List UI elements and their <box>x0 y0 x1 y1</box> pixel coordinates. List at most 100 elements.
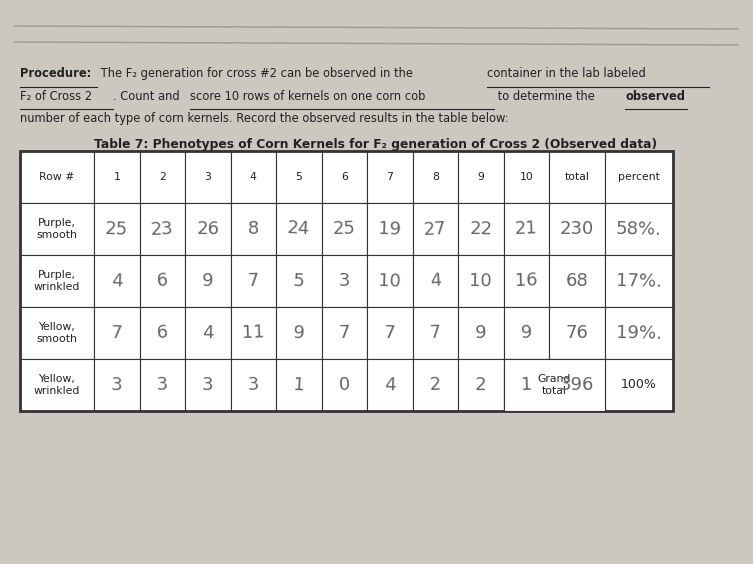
Text: 7: 7 <box>386 172 393 182</box>
Bar <box>139 203 185 255</box>
Text: 5: 5 <box>295 172 302 182</box>
Bar <box>367 307 413 359</box>
Bar <box>20 359 94 411</box>
Text: 4: 4 <box>111 272 123 290</box>
Text: 3: 3 <box>111 376 123 394</box>
Bar <box>549 359 605 411</box>
Text: 100%: 100% <box>621 378 657 391</box>
Bar <box>367 255 413 307</box>
Text: 6: 6 <box>156 324 169 342</box>
Bar <box>20 151 673 411</box>
Text: 1: 1 <box>520 376 532 394</box>
Bar <box>504 359 605 411</box>
Text: 7: 7 <box>111 324 123 342</box>
Text: 1: 1 <box>293 376 305 394</box>
Text: 25: 25 <box>333 220 356 238</box>
Bar <box>322 307 367 359</box>
Text: 6: 6 <box>156 272 169 290</box>
Text: 27: 27 <box>423 219 447 239</box>
Text: 4: 4 <box>202 324 214 342</box>
Bar <box>413 151 458 203</box>
Bar <box>322 151 367 203</box>
Bar <box>458 203 504 255</box>
Bar <box>605 151 673 203</box>
Bar <box>276 307 322 359</box>
Text: percent: percent <box>618 172 660 182</box>
Bar <box>185 307 230 359</box>
Text: 10: 10 <box>469 272 492 290</box>
Bar <box>322 359 367 411</box>
Text: 7: 7 <box>429 324 441 342</box>
Text: 4: 4 <box>429 272 441 290</box>
Bar <box>504 307 549 359</box>
Bar <box>413 359 458 411</box>
Text: 2: 2 <box>159 172 166 182</box>
Bar <box>322 203 367 255</box>
Bar <box>276 255 322 307</box>
Text: 396: 396 <box>559 376 594 394</box>
Bar <box>94 359 139 411</box>
Text: 7: 7 <box>247 272 259 290</box>
Bar <box>20 307 94 359</box>
Bar <box>605 255 673 307</box>
Bar <box>413 203 458 255</box>
Text: 19: 19 <box>378 219 401 239</box>
Bar <box>94 307 139 359</box>
Bar <box>549 203 605 255</box>
Text: The F₂ generation for cross #2 can be observed in the: The F₂ generation for cross #2 can be ob… <box>97 67 416 80</box>
Text: 1: 1 <box>113 172 120 182</box>
Text: 21: 21 <box>514 219 538 239</box>
Bar <box>230 255 276 307</box>
Text: Grand
total: Grand total <box>538 374 571 396</box>
Bar <box>549 255 605 307</box>
Bar <box>605 359 673 411</box>
Bar <box>185 203 230 255</box>
Bar <box>276 359 322 411</box>
Bar <box>139 255 185 307</box>
Text: 3: 3 <box>247 376 259 394</box>
Bar <box>20 255 94 307</box>
Bar <box>20 203 94 255</box>
Text: 9: 9 <box>520 324 532 342</box>
Text: 19%.: 19%. <box>616 324 662 342</box>
Bar <box>413 255 458 307</box>
Text: Yellow,
wrinkled: Yellow, wrinkled <box>34 374 80 396</box>
Text: 8: 8 <box>247 220 259 238</box>
Bar <box>504 255 549 307</box>
Text: container in the lab labeled: container in the lab labeled <box>487 67 646 80</box>
Text: 2: 2 <box>475 376 486 394</box>
Text: F₂ of Cross 2: F₂ of Cross 2 <box>20 90 92 103</box>
Text: 9: 9 <box>477 172 484 182</box>
Bar <box>139 359 185 411</box>
Text: 25: 25 <box>105 219 129 239</box>
Text: Purple,
smooth: Purple, smooth <box>37 218 78 240</box>
Text: 7: 7 <box>338 324 350 342</box>
Bar <box>458 151 504 203</box>
Bar <box>458 307 504 359</box>
Text: 26: 26 <box>197 220 219 238</box>
Text: Table 7: Phenotypes of Corn Kernels for F₂ generation of Cross 2 (Observed data): Table 7: Phenotypes of Corn Kernels for … <box>94 138 657 151</box>
Text: 3: 3 <box>156 376 169 394</box>
Bar <box>367 203 413 255</box>
Text: 6: 6 <box>341 172 348 182</box>
Text: 0: 0 <box>338 376 350 394</box>
Text: 68: 68 <box>566 272 588 290</box>
Text: Row #: Row # <box>39 172 75 182</box>
Bar <box>504 151 549 203</box>
Text: 24: 24 <box>287 219 311 239</box>
Text: 2: 2 <box>429 376 441 394</box>
Text: 16: 16 <box>514 272 538 290</box>
Bar <box>549 307 605 359</box>
Text: 5: 5 <box>292 272 305 290</box>
Bar <box>94 151 139 203</box>
Text: Yellow,
smooth: Yellow, smooth <box>37 322 78 344</box>
Bar <box>185 359 230 411</box>
Text: score 10 rows of kernels on one corn cob: score 10 rows of kernels on one corn cob <box>190 90 425 103</box>
Text: number of each type of corn kernels. Record the observed results in the table be: number of each type of corn kernels. Rec… <box>20 112 508 125</box>
Bar <box>413 307 458 359</box>
Bar <box>605 307 673 359</box>
Text: 230: 230 <box>560 220 594 238</box>
Bar <box>185 151 230 203</box>
Bar <box>504 359 549 411</box>
Text: 10: 10 <box>378 272 401 290</box>
